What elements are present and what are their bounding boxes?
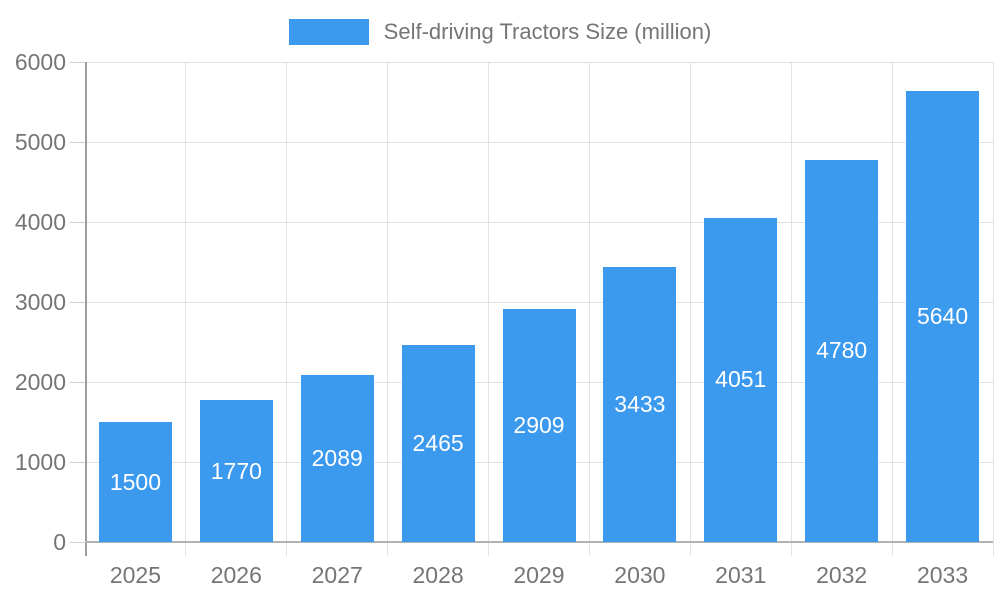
h-gridline — [85, 301, 993, 303]
y-axis: 0 1000 2000 3000 4000 5000 6000 — [0, 50, 85, 554]
bar-value-label: 1770 — [210, 457, 262, 484]
v-gridline — [588, 62, 590, 556]
h-gridline — [85, 221, 993, 223]
y-tick-mark — [70, 61, 85, 63]
y-tick-label: 6000 — [14, 49, 66, 75]
y-tick-mark — [70, 541, 85, 543]
bar: 1500 — [98, 422, 172, 542]
plot-area: 1500 1770 2089 2465 2909 3433 4051 4780 5640 — [85, 61, 994, 556]
y-tick-label: 2000 — [14, 369, 66, 395]
x-tick-label: 2025 — [109, 562, 162, 588]
bar-value-label: 1500 — [109, 468, 162, 495]
chart-legend: Self-driving Tractors Size (million) — [0, 17, 1000, 47]
bar: 4051 — [704, 217, 778, 542]
bar-value-label: 3433 — [614, 391, 666, 418]
v-gridline — [992, 62, 994, 556]
bar-value-label: 2909 — [513, 412, 565, 439]
x-tick-label: 2033 — [916, 562, 969, 588]
bar: 4780 — [805, 159, 879, 542]
bar: 1770 — [199, 400, 273, 542]
y-tick-label: 0 — [53, 529, 66, 555]
x-baseline — [85, 541, 993, 543]
v-gridline — [891, 62, 893, 556]
x-tick-label: 2031 — [715, 562, 767, 588]
bar-value-label: 4051 — [715, 366, 767, 393]
y-axis-line — [85, 62, 87, 556]
x-tick-label: 2029 — [513, 562, 565, 588]
y-tick-label: 1000 — [14, 449, 66, 475]
v-gridline — [185, 62, 187, 556]
bar-value-label: 2465 — [412, 429, 464, 456]
bar: 2909 — [502, 309, 576, 542]
h-gridline — [85, 61, 993, 63]
x-tick-label: 2027 — [311, 562, 363, 588]
v-gridline — [488, 62, 490, 556]
y-tick-mark — [70, 461, 85, 463]
bar: 2089 — [300, 374, 374, 542]
v-gridline — [790, 62, 792, 556]
bar-value-label: 2089 — [311, 444, 363, 471]
v-gridline — [286, 62, 288, 556]
y-tick-label: 3000 — [14, 289, 66, 315]
legend-label: Self-driving Tractors Size (million) — [383, 19, 712, 44]
y-tick-mark — [70, 221, 85, 223]
v-gridline — [689, 62, 691, 556]
x-tick-label: 2032 — [816, 562, 868, 588]
x-tick-label: 2030 — [614, 562, 666, 588]
y-tick-mark — [70, 301, 85, 303]
v-gridline — [387, 62, 389, 556]
y-tick-label: 5000 — [14, 129, 66, 155]
x-tick-label: 2028 — [412, 562, 464, 588]
x-tick-label: 2026 — [210, 562, 262, 588]
h-gridline — [85, 141, 993, 143]
legend-swatch — [288, 19, 369, 45]
y-tick-mark — [70, 381, 85, 383]
bar: 5640 — [906, 90, 980, 542]
bar: 2465 — [401, 344, 475, 542]
bar-value-label: 5640 — [916, 302, 969, 329]
y-tick-mark — [70, 141, 85, 143]
bar: 3433 — [603, 267, 677, 542]
bar-value-label: 4780 — [816, 337, 868, 364]
x-axis: 2025 2026 2027 2028 2029 2030 2031 2032 2033 — [85, 558, 993, 590]
y-tick-label: 4000 — [14, 209, 66, 235]
